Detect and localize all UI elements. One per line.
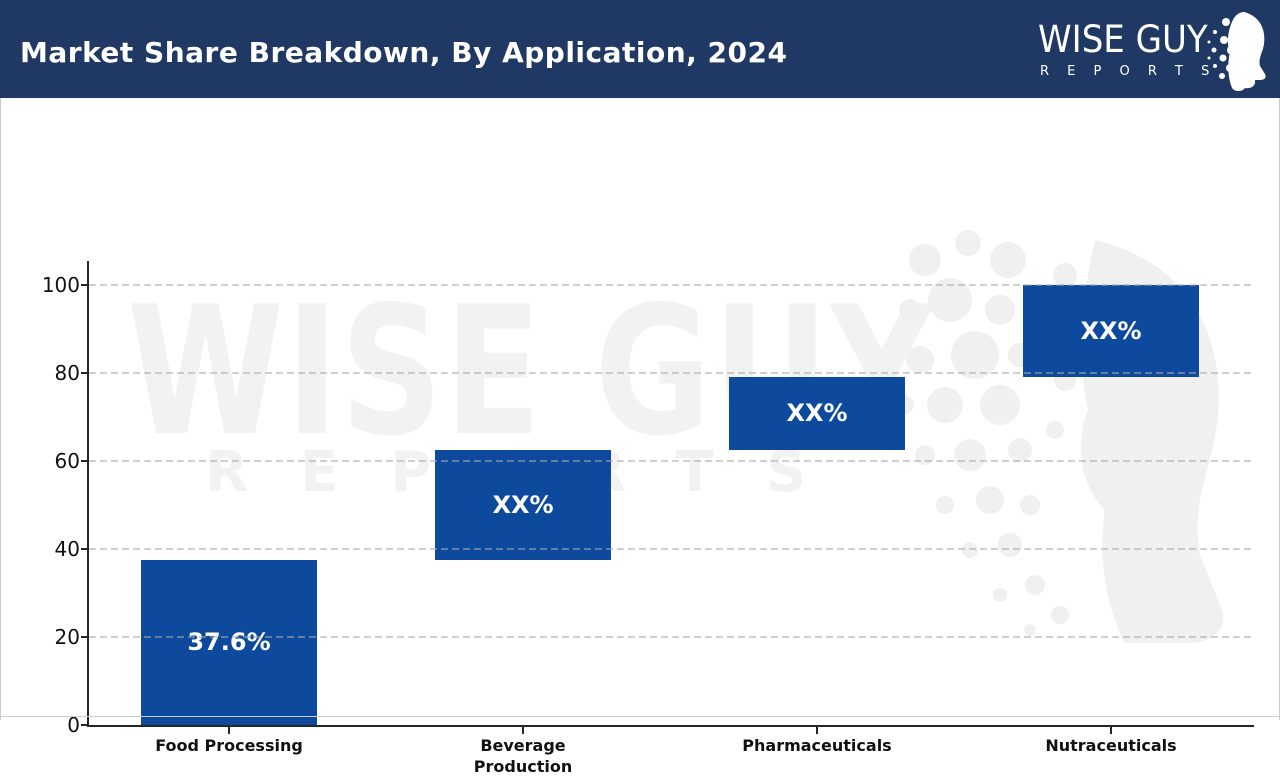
x-tick-mark-2 [816,727,818,734]
bar-beverage-production: XX% [435,449,611,560]
wise-guy-reports-logo: WISE GUY R E P O R T S [1038,6,1274,94]
y-tick-mark-40 [81,548,88,550]
logo-subtitle: R E P O R T S [1040,64,1217,79]
bar-value-label: XX% [1080,316,1142,345]
y-tick-mark-60 [81,460,88,462]
y-tick-mark-80 [81,372,88,374]
dotted-head-profile-icon [1207,12,1266,91]
bar-value-label: XX% [786,399,848,428]
gridline-20 [89,636,1253,638]
x-tick-mark-1 [522,727,524,734]
category-label-0: Food Processing [155,736,303,755]
category-label-3: Nutraceuticals [1045,736,1177,755]
bar-value-label: XX% [492,490,554,519]
dotted-head-profile-watermark [896,230,1224,643]
logo-wordmark: WISE GUY [1038,18,1208,61]
bar-nutraceuticals: XX% [1023,285,1199,377]
gridline-100 [89,284,1253,286]
frame-left-border [0,98,1,720]
header-bar: Market Share Breakdown, By Application, … [0,0,1280,98]
y-tick-label-60: 60 [54,449,80,473]
category-label-1: Beverage Production [473,736,573,776]
y-tick-label-80: 80 [54,361,80,385]
y-tick-mark-20 [81,636,88,638]
y-tick-label-20: 20 [54,625,80,649]
category-label-2: Pharmaceuticals [742,736,892,755]
gridline-60 [89,460,1253,462]
gridline-40 [89,548,1253,550]
gridline-80 [89,372,1253,374]
x-tick-mark-0 [228,727,230,734]
x-tick-mark-3 [1110,727,1112,734]
y-tick-label-40: 40 [54,537,80,561]
bar-value-label: 37.6% [187,628,271,657]
bar-food-processing: 37.6% [141,559,317,725]
frame-bottom-border [0,716,1280,717]
x-axis-spine [87,725,1254,727]
y-tick-mark-100 [81,284,88,286]
bar-pharmaceuticals: XX% [729,376,905,450]
y-tick-label-100: 100 [41,273,80,297]
chart-title: Market Share Breakdown, By Application, … [20,36,788,69]
y-axis-spine [87,261,89,727]
